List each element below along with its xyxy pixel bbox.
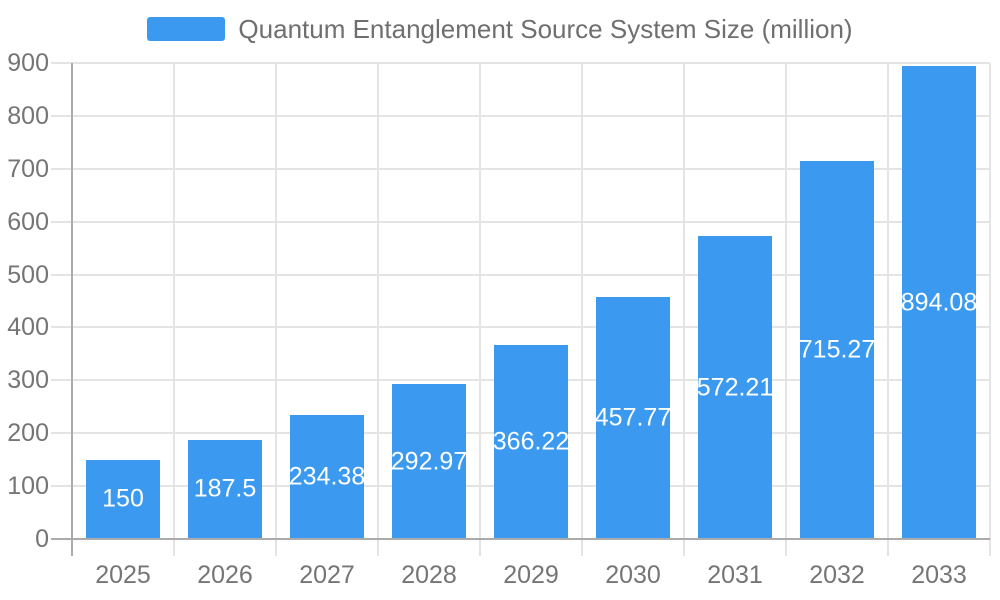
- y-tick-label: 100: [7, 472, 49, 501]
- x-gridline: [581, 63, 583, 556]
- bar-value-label: 894.08: [900, 288, 978, 317]
- legend-item[interactable]: Quantum Entanglement Source System Size …: [0, 15, 1000, 43]
- x-tick-label: 2028: [401, 561, 457, 589]
- bar-value-label: 715.27: [798, 335, 876, 364]
- x-tick-label: 2033: [911, 561, 967, 589]
- bar: 366.22: [492, 345, 570, 539]
- x-tick-label: 2027: [299, 561, 355, 589]
- bar-value-label: 292.97: [390, 447, 468, 476]
- bar: 187.5: [188, 439, 262, 539]
- bar-value-label: 234.38: [288, 462, 366, 491]
- y-gridline: [51, 114, 990, 117]
- y-tick-label: 700: [7, 154, 49, 183]
- bar: 457.77: [594, 296, 672, 539]
- x-gridline: [479, 63, 481, 556]
- y-tick-label: 500: [7, 260, 49, 289]
- bar: 234.38: [288, 415, 366, 539]
- y-gridline: [51, 167, 990, 170]
- x-gridline: [377, 63, 379, 556]
- bar-value-label: 457.77: [594, 403, 672, 432]
- bar: 292.97: [390, 384, 468, 539]
- x-gridline: [275, 63, 277, 556]
- bar: 894.08: [900, 66, 978, 539]
- x-tick-label: 2029: [503, 561, 559, 589]
- y-gridline: [51, 273, 990, 276]
- y-tick-label: 0: [35, 525, 49, 553]
- bar: 572.21: [696, 236, 774, 539]
- y-tick-label: 800: [7, 101, 49, 130]
- bar-value-label: 187.5: [193, 474, 257, 503]
- y-tick-label: 300: [7, 366, 49, 395]
- legend-swatch-icon: [147, 17, 226, 41]
- y-gridline: [51, 220, 990, 223]
- y-tick-label: 900: [7, 49, 49, 77]
- bar: 150: [86, 459, 160, 539]
- x-gridline: [785, 63, 787, 556]
- y-tick-label: 400: [7, 313, 49, 342]
- x-tick-label: 2026: [197, 561, 253, 589]
- y-axis-line: [71, 63, 73, 556]
- x-axis-line: [51, 538, 990, 540]
- x-gridline: [887, 63, 889, 556]
- x-gridline: [683, 63, 685, 556]
- x-gridline: [173, 63, 175, 556]
- y-tick-label: 200: [7, 419, 49, 448]
- y-tick-label: 600: [7, 207, 49, 236]
- x-tick-label: 2032: [809, 561, 865, 589]
- x-tick-label: 2031: [707, 561, 763, 589]
- bar-value-label: 150: [102, 484, 144, 513]
- x-tick-label: 2025: [95, 561, 151, 589]
- bar-value-label: 366.22: [492, 427, 570, 456]
- x-gridline: [989, 63, 991, 556]
- bar-value-label: 572.21: [696, 373, 774, 402]
- y-gridline: [51, 326, 990, 329]
- legend-label: Quantum Entanglement Source System Size …: [238, 14, 853, 44]
- x-tick-label: 2030: [605, 561, 661, 589]
- bar: 715.27: [798, 160, 876, 539]
- y-gridline: [51, 62, 990, 64]
